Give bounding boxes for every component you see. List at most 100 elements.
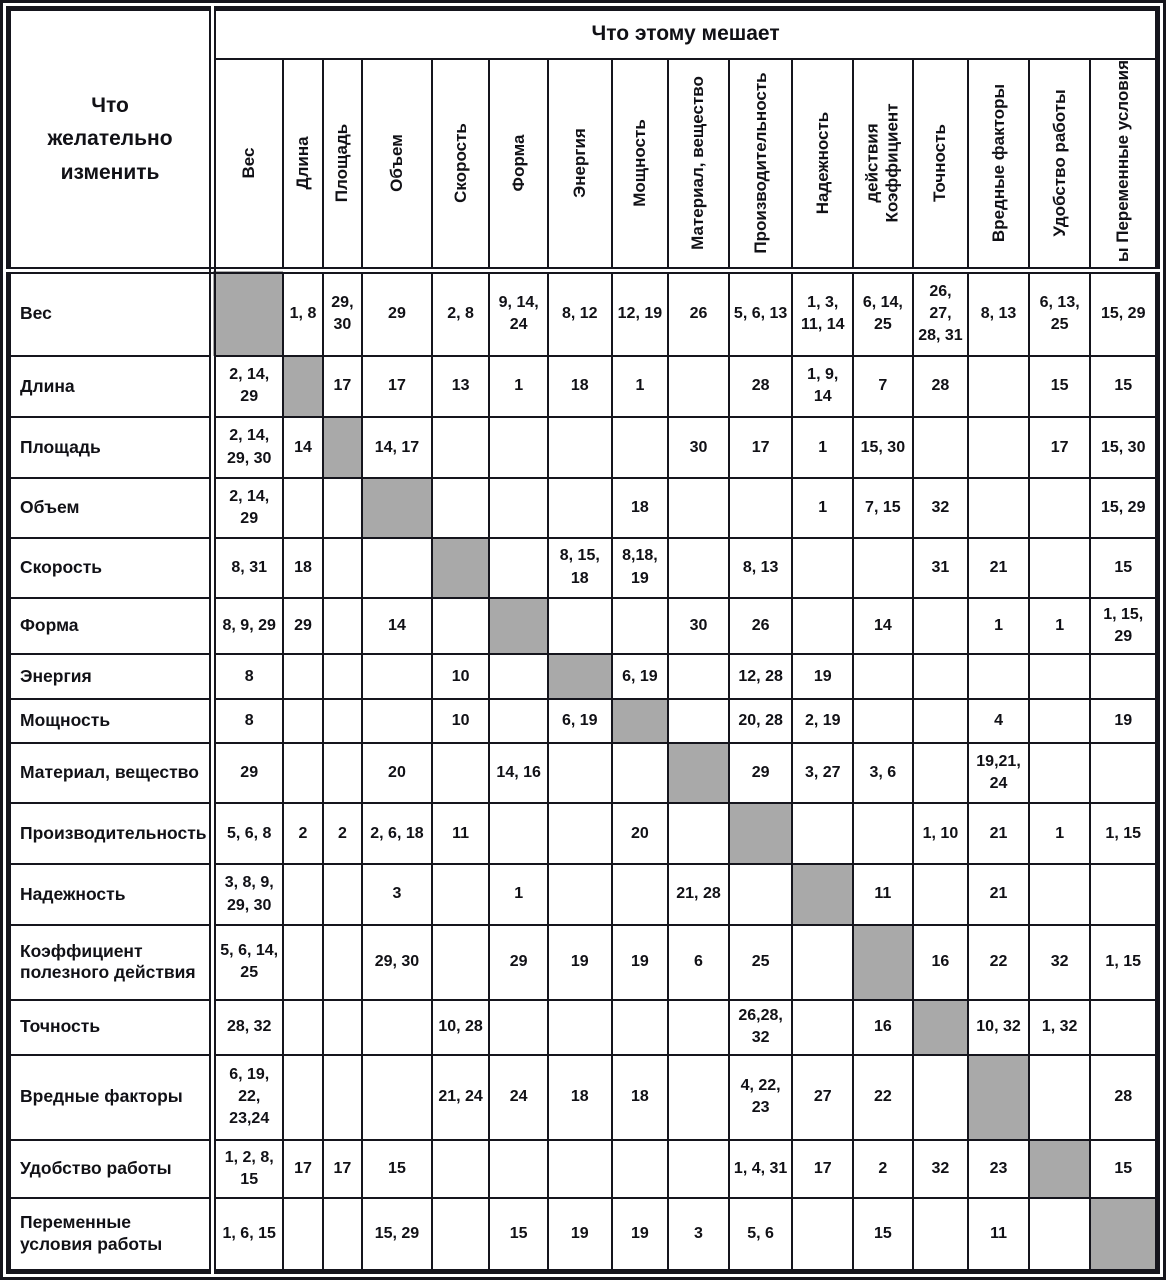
matrix-cell-r11-c3: 29, 30 <box>361 923 433 1001</box>
matrix-cell-r13-c10: 27 <box>791 1053 855 1141</box>
diagonal-cell-r0-c0 <box>211 269 285 357</box>
column-header-10: Надежность <box>791 57 855 274</box>
matrix-cell-r7-c12 <box>911 698 970 744</box>
matrix-cell-r5-c15: 1, 15, 29 <box>1089 596 1159 656</box>
matrix-cell-r14-c3: 15 <box>361 1138 433 1200</box>
matrix-cell-r9-c0: 5, 6, 8 <box>211 802 285 866</box>
matrix-cell-r14-c1: 17 <box>282 1138 324 1200</box>
matrix-cell-r1-c15: 15 <box>1089 354 1159 419</box>
matrix-cell-r10-c13: 21 <box>967 863 1030 926</box>
matrix-cell-r8-c14 <box>1027 741 1092 805</box>
diagonal-cell-r10-c10 <box>791 863 855 926</box>
matrix-cell-r7-c2 <box>321 698 364 744</box>
matrix-cell-r6-c9: 12, 28 <box>727 653 794 701</box>
matrix-cell-r2-c1: 14 <box>282 416 324 480</box>
matrix-cell-r5-c8: 30 <box>667 596 730 656</box>
matrix-cell-r7-c5 <box>488 698 549 744</box>
matrix-cell-r12-c6 <box>546 998 613 1056</box>
matrix-cell-r13-c8 <box>667 1053 730 1141</box>
matrix-cell-r7-c9: 20, 28 <box>727 698 794 744</box>
matrix-cell-r9-c7: 20 <box>610 802 670 866</box>
matrix-cell-r14-c4 <box>430 1138 491 1200</box>
matrix-cell-r1-c13 <box>967 354 1030 419</box>
matrix-cell-r7-c15: 19 <box>1089 698 1159 744</box>
matrix-cell-r2-c3: 14, 17 <box>361 416 433 480</box>
matrix-cell-r11-c14: 32 <box>1027 923 1092 1001</box>
table-row-5: Форма 8, 9, 29 29 14 30 26 14 1 1 1, 15, 29 <box>7 596 1159 656</box>
column-header-label-wrap: Форма <box>508 64 528 262</box>
matrix-cell-r4-c13: 21 <box>967 536 1030 599</box>
table-row-10: Надежность 3, 8, 9, 29, 30 3 1 21, 28 11 21 <box>7 863 1159 926</box>
matrix-cell-r15-c7: 19 <box>610 1197 670 1273</box>
matrix-cell-r13-c12 <box>911 1053 970 1141</box>
matrix-cell-r2-c13 <box>967 416 1030 480</box>
matrix-cell-r6-c0: 8 <box>211 653 285 701</box>
table-row-3: Объем 2, 14, 29 18 1 7, 15 32 15, 29 <box>7 477 1159 539</box>
matrix-cell-r6-c12 <box>911 653 970 701</box>
column-header-label-wrap: Точность <box>930 64 950 262</box>
matrix-cell-r0-c8: 26 <box>667 269 730 357</box>
matrix-cell-r5-c4 <box>430 596 491 656</box>
matrix-cell-r10-c6 <box>546 863 613 926</box>
column-header-label: ы Переменные условия <box>1113 60 1133 263</box>
matrix-cell-r0-c2: 29, 30 <box>321 269 364 357</box>
matrix-cell-r12-c4: 10, 28 <box>430 998 491 1056</box>
diagonal-cell-r3-c3 <box>361 477 433 539</box>
matrix-cell-r0-c5: 9, 14, 24 <box>488 269 549 357</box>
matrix-cell-r12-c9: 26,28, 32 <box>727 998 794 1056</box>
matrix-cell-r10-c15 <box>1089 863 1159 926</box>
matrix-cell-r4-c9: 8, 13 <box>727 536 794 599</box>
matrix-cell-r5-c0: 8, 9, 29 <box>211 596 285 656</box>
matrix-cell-r7-c1 <box>282 698 324 744</box>
matrix-cell-r11-c6: 19 <box>546 923 613 1001</box>
matrix-cell-r2-c7 <box>610 416 670 480</box>
column-header-label: Форма <box>508 134 528 192</box>
matrix-cell-r0-c1: 1, 8 <box>282 269 324 357</box>
matrix-cell-r11-c12: 16 <box>911 923 970 1001</box>
column-header-label: Скорость <box>450 123 470 204</box>
column-header-label-wrap: Материал, вещество <box>688 64 708 262</box>
matrix-cell-r13-c6: 18 <box>546 1053 613 1141</box>
column-header-14: Удобство работы <box>1027 57 1092 274</box>
table-row-6: Энергия 8 10 6, 19 12, 28 19 <box>7 653 1159 701</box>
matrix-cell-r3-c6 <box>546 477 613 539</box>
matrix-cell-r3-c4 <box>430 477 491 539</box>
table-row-2: Площадь 2, 14, 29, 30 14 14, 17 30 17 1 15, 30 1… <box>7 416 1159 480</box>
row-header-9: Производительность <box>7 802 217 866</box>
matrix-cell-r15-c5: 15 <box>488 1197 549 1273</box>
matrix-cell-r13-c1 <box>282 1053 324 1141</box>
matrix-cell-r14-c2: 17 <box>321 1138 364 1200</box>
matrix-cell-r4-c0: 8, 31 <box>211 536 285 599</box>
matrix-cell-r6-c7: 6, 19 <box>610 653 670 701</box>
diagonal-cell-r15-c15 <box>1089 1197 1159 1273</box>
matrix-cell-r7-c6: 6, 19 <box>546 698 613 744</box>
column-header-label: Площадь <box>332 124 352 203</box>
column-header-label-wrap: Мощность <box>630 64 650 262</box>
row-header-6: Энергия <box>7 653 217 701</box>
column-header-row: Вес Длина Площадь Объем Скорость Форма Энергия… <box>9 57 1159 274</box>
table-row-15: Переменные условия работы 1, 6, 15 15, 29 1… <box>7 1197 1159 1273</box>
matrix-cell-r11-c5: 29 <box>488 923 549 1001</box>
column-header-label: Надежность <box>812 112 832 215</box>
matrix-cell-r14-c8 <box>667 1138 730 1200</box>
matrix-cell-r1-c0: 2, 14, 29 <box>211 354 285 419</box>
matrix-cell-r13-c3 <box>361 1053 433 1141</box>
column-header-label: Длина <box>292 136 312 190</box>
table-row-7: Мощность 8 10 6, 19 20, 28 2, 19 4 19 <box>7 698 1159 744</box>
matrix-cell-r3-c11: 7, 15 <box>852 477 914 539</box>
matrix-cell-r9-c15: 1, 15 <box>1089 802 1159 866</box>
matrix-cell-r6-c2 <box>321 653 364 701</box>
matrix-cell-r8-c2 <box>321 741 364 805</box>
matrix-cell-r8-c7 <box>610 741 670 805</box>
row-axis-title: Что желательно изменить <box>47 93 173 184</box>
column-header-1: Длина <box>282 57 324 274</box>
column-header-5: Форма <box>488 57 549 274</box>
matrix-cell-r9-c1: 2 <box>282 802 324 866</box>
matrix-cell-r7-c13: 4 <box>967 698 1030 744</box>
matrix-cell-r9-c12: 1, 10 <box>911 802 970 866</box>
matrix-cell-r14-c6 <box>546 1138 613 1200</box>
column-header-7: Мощность <box>610 57 670 274</box>
matrix-cell-r8-c15 <box>1089 741 1159 805</box>
matrix-cell-r1-c9: 28 <box>727 354 794 419</box>
